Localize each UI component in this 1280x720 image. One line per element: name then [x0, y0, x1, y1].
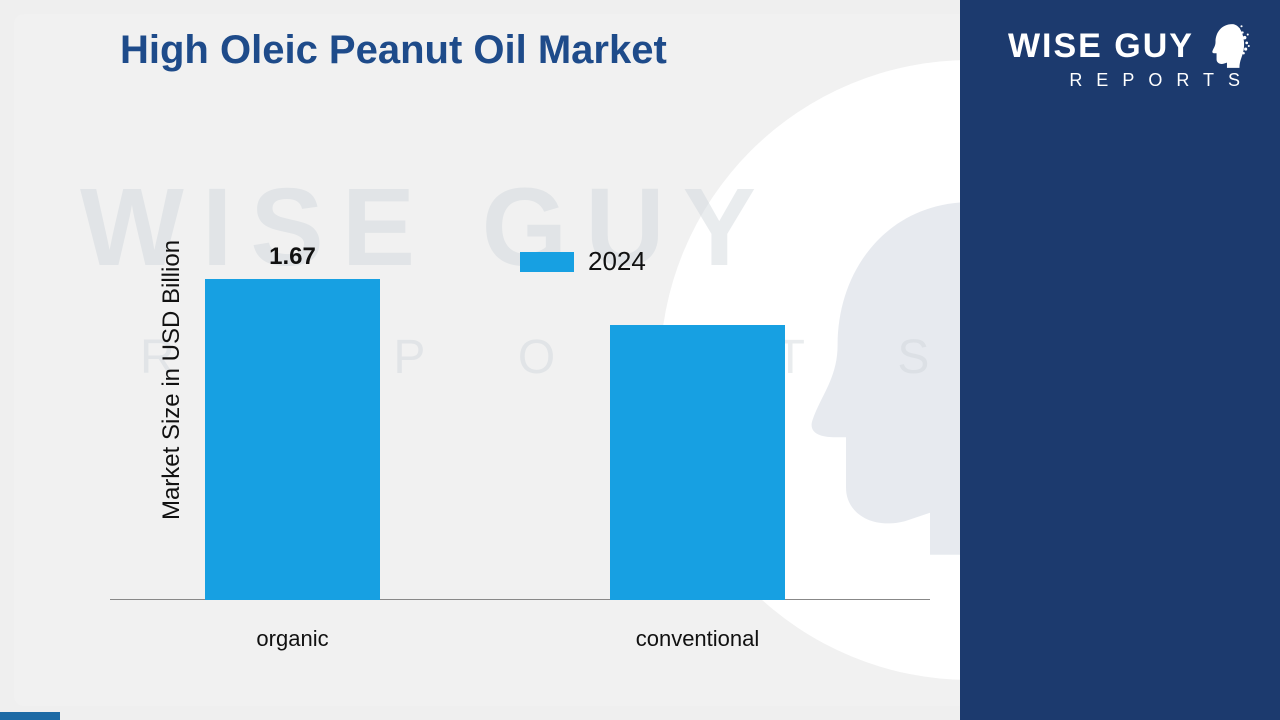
category-label-organic: organic: [193, 626, 393, 652]
bar-conventional: [610, 325, 785, 600]
right-brand-panel: [960, 0, 1280, 720]
chart-area: organic 1.67 conventional: [110, 120, 930, 660]
category-label-conventional: conventional: [598, 626, 798, 652]
brand-head-icon: [1202, 20, 1254, 72]
brand-text-main: WISE GUY: [1008, 27, 1194, 66]
accent-bar: [0, 712, 60, 720]
bar-organic: [205, 279, 380, 600]
chart-title: High Oleic Peanut Oil Market: [120, 28, 667, 73]
brand-logo: WISE GUY REPORTS: [1008, 20, 1254, 91]
value-label-organic: 1.67: [205, 243, 380, 271]
page-canvas: WISE GUY R E P O R T S High Oleic Peanut…: [0, 0, 1280, 720]
brand-text-sub: REPORTS: [1008, 70, 1254, 91]
